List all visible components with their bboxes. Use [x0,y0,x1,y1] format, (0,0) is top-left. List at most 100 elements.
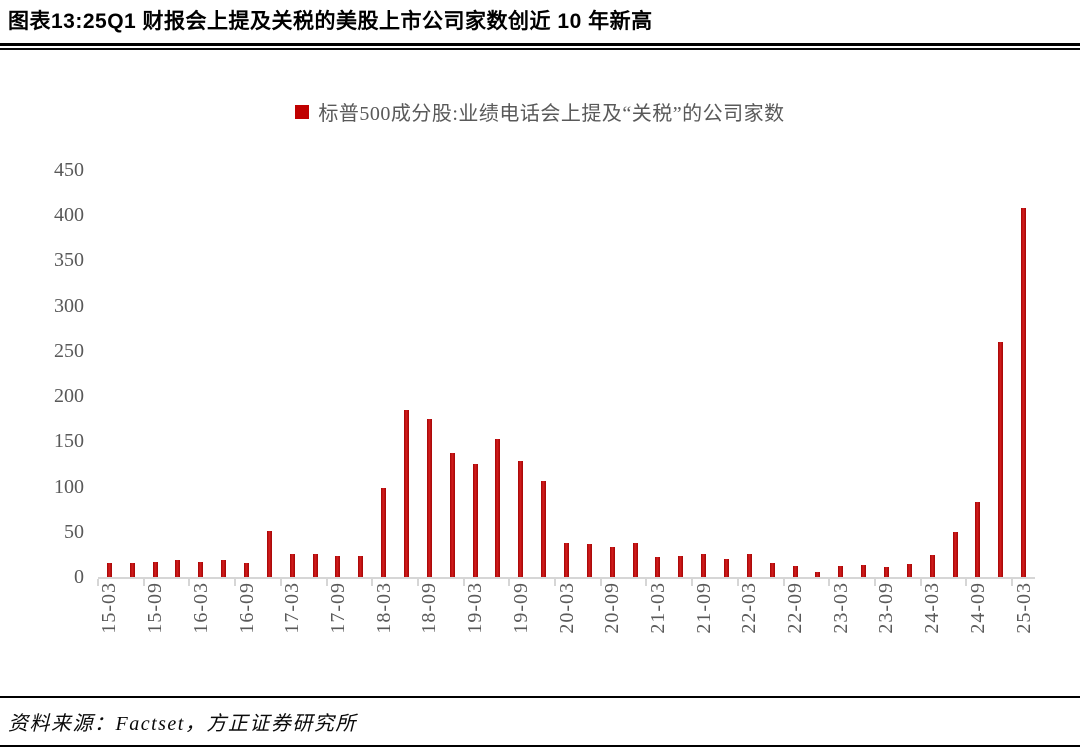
y-axis-tick-label: 100 [54,475,84,498]
bar-23-12 [906,564,912,577]
x-axis-tick [279,579,282,586]
bar-17-12 [358,556,364,577]
x-axis-tick [691,579,694,586]
bar-22-12 [815,571,821,577]
bar-22-09 [792,566,798,577]
x-axis-tick [371,579,374,586]
x-axis-tick [874,579,877,586]
bar-21-06 [678,556,684,577]
x-axis-tick-label: 24-09 [966,582,989,634]
bar-20-06 [586,543,592,577]
x-axis-tick-label: 20-03 [555,582,578,634]
x-axis-tick [462,579,465,586]
bar-17-09 [335,556,341,577]
source-note: 资料来源：Factset，方正证券研究所 [8,713,357,735]
bar-19-03 [472,463,478,577]
x-axis-tick [782,579,785,586]
bar-21-09 [701,554,707,577]
x-axis-tick-label: 24-03 [921,582,944,634]
x-axis-tick-label: 16-09 [235,582,258,634]
bar-24-12 [998,341,1004,577]
x-axis-tick-label: 20-09 [601,582,624,634]
bar-23-03 [838,566,844,577]
bar-21-03 [655,557,661,577]
bar-19-09 [518,461,524,577]
bar-16-03 [198,561,204,577]
x-axis-tick-label: 21-03 [646,582,669,634]
title-divider [0,43,1080,50]
bar-16-12 [266,530,272,577]
x-axis-tick-label: 25-03 [1012,582,1035,634]
y-axis-tick-label: 50 [64,520,84,543]
x-axis-tick [828,579,831,586]
x-axis-tick [554,579,557,586]
plot-area [97,170,1035,586]
x-axis-tick [142,579,145,586]
x-axis-tick [645,579,648,586]
x-axis-tick [97,579,99,586]
x-axis-tick-label: 18-09 [418,582,441,634]
y-axis-tick-label: 150 [54,430,84,453]
y-axis-tick-label: 400 [54,204,84,227]
legend-marker-square [295,104,310,119]
bar-18-09 [426,418,432,577]
x-axis-tick-label: 23-09 [875,582,898,634]
bar-21-12 [723,558,729,577]
bar-20-09 [609,547,615,577]
bar-23-06 [861,565,867,577]
bar-22-06 [769,562,775,577]
bar-16-09 [244,562,250,577]
x-axis-tick-label: 15-09 [144,582,167,634]
x-axis-tick-label: 19-03 [464,582,487,634]
x-axis-tick-label: 23-03 [829,582,852,634]
legend: 标普500成分股:业绩电话会上提及“关税”的公司家数 [0,97,1080,126]
bar-24-03 [929,555,935,577]
bar-18-12 [449,453,455,577]
x-axis-tick-label: 22-03 [738,582,761,634]
bar-19-06 [495,438,501,577]
y-axis-tick-label: 250 [54,339,84,362]
bar-19-12 [541,481,547,577]
bar-20-03 [564,542,569,577]
bar-18-06 [404,409,410,577]
x-axis-tick [736,579,739,586]
chart-title: 图表13:25Q1 财报会上提及关税的美股上市公司家数创近 10 年新高 [8,10,653,33]
x-axis-tick-label: 15-03 [98,582,121,634]
bar-23-09 [883,567,889,577]
x-axis-line [98,577,1035,579]
bar-22-03 [746,553,752,577]
x-axis-tick [416,579,419,586]
bar-24-09 [975,501,981,577]
bottom-border [0,745,1080,747]
x-axis-tick [188,579,191,586]
bar-15-12 [175,559,181,577]
x-axis-tick-label: 21-09 [692,582,715,634]
x-axis-tick [965,579,968,586]
y-axis-tick-label: 350 [54,249,84,272]
y-axis-tick-label: 200 [54,385,84,408]
x-axis-tick-label: 22-09 [784,582,807,634]
legend-label: 标普500成分股:业绩电话会上提及“关税”的公司家数 [318,103,785,125]
bar-15-09 [152,561,158,577]
footer-divider [0,696,1080,698]
x-axis-tick-label: 17-03 [281,582,304,634]
bar-25-03 [1021,208,1027,577]
y-axis-tick-label: 450 [54,159,84,181]
x-axis-tick-label: 18-03 [372,582,395,634]
x-axis-tick-label: 17-09 [326,582,349,634]
x-axis-tick [234,579,237,586]
bar-17-03 [289,554,295,577]
bar-20-12 [632,542,638,577]
y-axis-tick-label: 0 [74,566,84,588]
bar-17-06 [312,553,318,577]
bar-15-06 [129,562,135,577]
bar-15-03 [106,562,112,577]
x-axis-tick-label: 19-09 [509,582,532,634]
x-axis-tick [1011,579,1014,586]
x-axis-tick [325,579,328,586]
x-axis-tick-label: 16-03 [189,582,212,634]
x-axis-tick [919,579,922,586]
bar-18-03 [381,488,387,577]
x-axis-tick [508,579,511,586]
y-axis-tick-label: 300 [54,294,84,317]
